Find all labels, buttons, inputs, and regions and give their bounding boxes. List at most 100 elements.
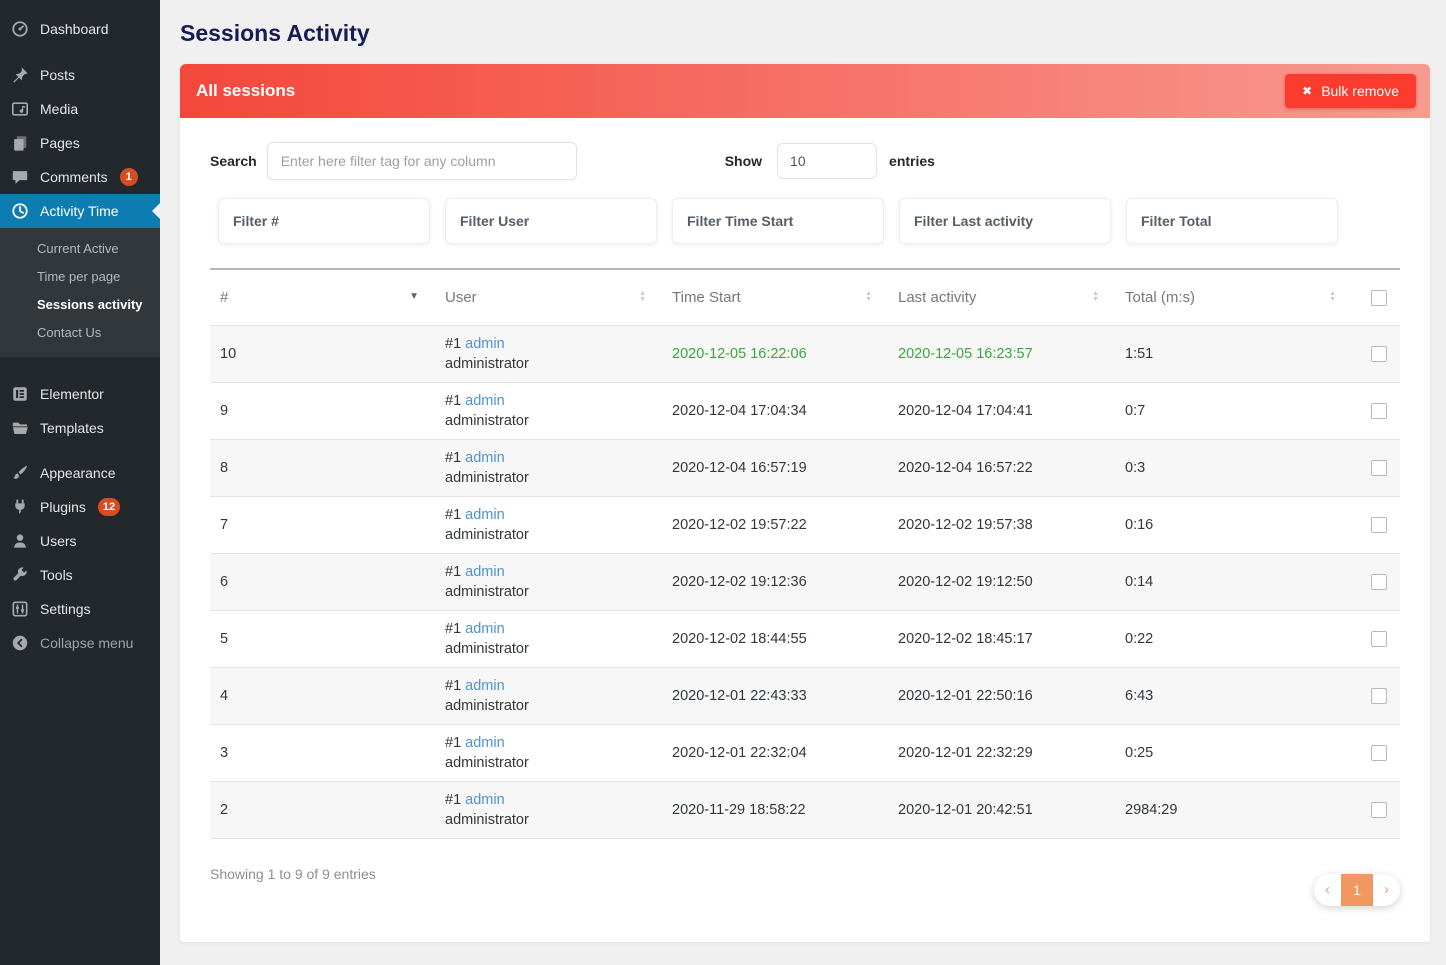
panel-title: All sessions <box>196 81 296 100</box>
row-checkbox[interactable] <box>1371 402 1387 419</box>
column-header-time-start[interactable]: Time Start ▲ ▼ <box>672 288 872 306</box>
select-all-checkbox[interactable] <box>1371 289 1387 306</box>
table-row: 7 #1 admin administrator 2020-12-02 19:5… <box>210 496 1400 553</box>
sidebar-item-pages[interactable]: Pages <box>0 126 160 160</box>
user-cell: #1 admin administrator <box>435 439 662 496</box>
wrench-icon <box>10 565 30 585</box>
bulk-remove-label: Bulk remove <box>1321 83 1399 99</box>
table-controls: Search Show entries <box>180 118 1430 250</box>
sidebar-item-media[interactable]: Media <box>0 92 160 126</box>
sessions-table-wrap: # ▼ User ▲ ▼ Time Start ▲ ▼ <box>210 268 1400 839</box>
user-link[interactable]: admin <box>465 791 505 808</box>
total-cell: 0:7 <box>1125 402 1146 419</box>
user-link[interactable]: admin <box>465 392 505 409</box>
submenu-item-time-per-page[interactable]: Time per page <box>37 269 121 284</box>
user-cell: #1 admin administrator <box>435 781 662 838</box>
user-link[interactable]: admin <box>465 335 505 352</box>
column-header-id[interactable]: # ▼ <box>220 288 419 306</box>
user-number: #1 <box>445 563 462 580</box>
sidebar-item-settings[interactable]: Settings <box>0 592 160 626</box>
user-link[interactable]: admin <box>465 449 505 466</box>
submenu-item-current-active[interactable]: Current Active <box>37 241 119 256</box>
filter-time-start-input[interactable] <box>672 198 884 244</box>
time-start-cell: 2020-12-01 22:43:33 <box>672 687 807 704</box>
filter-user-input[interactable] <box>445 198 657 244</box>
plug-icon <box>10 497 30 517</box>
last-activity-cell: 2020-12-04 16:57:22 <box>898 459 1033 476</box>
pagination-page-1-button[interactable]: 1 <box>1341 873 1373 906</box>
filter-last-activity-input[interactable] <box>899 198 1111 244</box>
last-activity-cell: 2020-12-02 19:12:50 <box>898 573 1033 590</box>
pagination-prev-button[interactable]: ‹ <box>1314 874 1341 906</box>
user-icon <box>10 531 30 551</box>
row-checkbox[interactable] <box>1371 345 1387 362</box>
sidebar-item-elementor[interactable]: Elementor <box>0 377 160 411</box>
row-checkbox[interactable] <box>1371 801 1387 818</box>
user-number: #1 <box>445 449 462 466</box>
sidebar-item-appearance[interactable]: Appearance <box>0 456 160 490</box>
user-link[interactable]: admin <box>465 677 505 694</box>
sort-icon: ▲ ▼ <box>865 290 872 304</box>
session-id-cell: 8 <box>220 459 229 476</box>
sidebar-item-label: Templates <box>40 420 104 436</box>
row-checkbox[interactable] <box>1371 516 1387 533</box>
row-checkbox[interactable] <box>1371 744 1387 761</box>
last-activity-cell: 2020-12-01 22:32:29 <box>898 744 1033 761</box>
sidebar-item-label: Plugins <box>40 499 86 515</box>
row-checkbox[interactable] <box>1371 630 1387 647</box>
sidebar-item-label: Appearance <box>40 465 116 481</box>
row-checkbox[interactable] <box>1371 459 1387 476</box>
sidebar-item-label: Tools <box>40 567 73 583</box>
total-cell: 6:43 <box>1125 687 1154 704</box>
sidebar-item-dashboard[interactable]: Dashboard <box>0 12 160 46</box>
search-input[interactable] <box>266 142 577 180</box>
user-role: administrator <box>445 811 529 828</box>
sidebar-item-plugins[interactable]: Plugins 12 <box>0 490 160 524</box>
column-header-last-activity[interactable]: Last activity ▲ ▼ <box>898 288 1099 306</box>
collapse-arrow-icon <box>10 633 30 653</box>
total-cell: 0:3 <box>1125 459 1146 476</box>
sidebar-item-comments[interactable]: Comments 1 <box>0 160 160 194</box>
filter-total-input[interactable] <box>1126 198 1338 244</box>
column-header-user[interactable]: User ▲ ▼ <box>445 288 646 306</box>
user-number: #1 <box>445 335 462 352</box>
user-number: #1 <box>445 392 462 409</box>
row-checkbox[interactable] <box>1371 573 1387 590</box>
sidebar-item-users[interactable]: Users <box>0 524 160 558</box>
sidebar-item-templates[interactable]: Templates <box>0 411 160 445</box>
bulk-remove-button[interactable]: ✖ Bulk remove <box>1285 74 1416 108</box>
sidebar-item-activity-time[interactable]: Activity Time <box>0 194 160 228</box>
activity-time-submenu: Current Active Time per page Sessions ac… <box>0 228 160 357</box>
panel-header: All sessions ✖ Bulk remove <box>180 64 1430 118</box>
user-cell: #1 admin administrator <box>435 382 662 439</box>
session-id-cell: 5 <box>220 630 229 647</box>
table-footer: Showing 1 to 9 of 9 entries ‹ 1 › <box>180 839 1430 906</box>
row-checkbox[interactable] <box>1371 687 1387 704</box>
sidebar-item-posts[interactable]: Posts <box>0 58 160 92</box>
pushpin-icon <box>10 65 30 85</box>
table-row: 8 #1 admin administrator 2020-12-04 16:5… <box>210 439 1400 496</box>
checkbox-cell <box>1352 382 1400 439</box>
total-cell: 0:16 <box>1125 516 1154 533</box>
column-header-total[interactable]: Total (m:s) ▲ ▼ <box>1125 288 1336 306</box>
folder-icon <box>10 418 30 438</box>
user-link[interactable]: admin <box>465 506 505 523</box>
clock-icon <box>10 201 30 221</box>
submenu-item-contact-us[interactable]: Contact Us <box>37 325 102 340</box>
submenu-item-sessions-activity[interactable]: Sessions activity <box>37 297 143 312</box>
user-number: #1 <box>445 506 462 523</box>
user-link[interactable]: admin <box>465 563 505 580</box>
show-entries-input[interactable] <box>777 143 878 179</box>
show-label: Show <box>724 153 763 169</box>
elementor-icon <box>10 384 30 404</box>
sidebar-item-label: Settings <box>40 601 91 617</box>
user-link[interactable]: admin <box>465 620 505 637</box>
sidebar-item-tools[interactable]: Tools <box>0 558 160 592</box>
sessions-panel: All sessions ✖ Bulk remove Search Show e… <box>180 64 1430 942</box>
user-cell: #1 admin administrator <box>435 325 662 382</box>
user-link[interactable]: admin <box>465 734 505 751</box>
sidebar-separator <box>0 46 160 58</box>
pagination-next-button[interactable]: › <box>1373 874 1400 906</box>
filter-id-input[interactable] <box>218 198 430 244</box>
sidebar-item-collapse-menu[interactable]: Collapse menu <box>0 626 160 660</box>
